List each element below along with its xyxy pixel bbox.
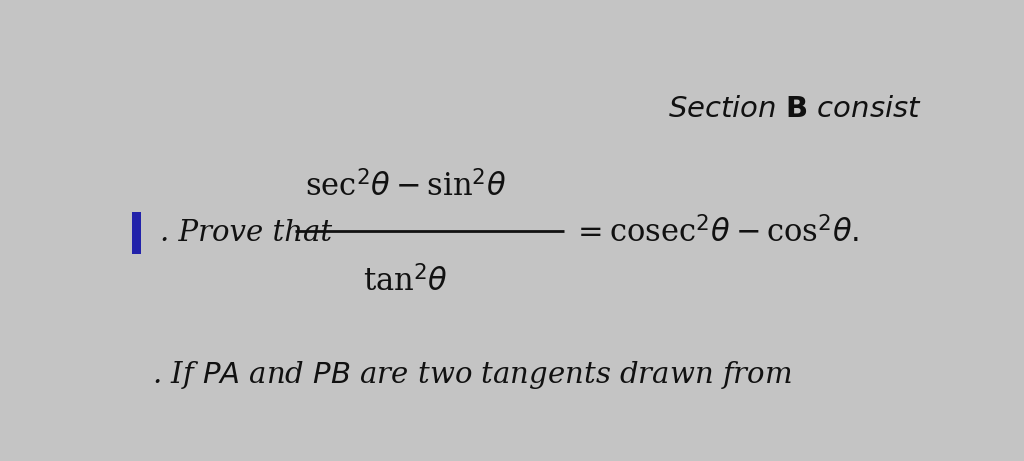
Text: $= \mathregular{cosec}^2\theta - \mathregular{cos}^2\theta.$: $= \mathregular{cosec}^2\theta - \mathre… <box>572 217 860 249</box>
Text: $\mathregular{tan}^2\theta$: $\mathregular{tan}^2\theta$ <box>364 266 449 299</box>
FancyBboxPatch shape <box>132 212 141 254</box>
Text: . If $\it{PA}$ and $\it{PB}$ are two tangents drawn from: . If $\it{PA}$ and $\it{PB}$ are two tan… <box>152 359 792 391</box>
Text: $\it{Section}$ $\mathbf{B}$ $\it{consist}$: $\it{Section}$ $\mathbf{B}$ $\it{consist… <box>668 95 922 123</box>
Text: . Prove that: . Prove that <box>160 219 332 247</box>
Text: $\mathregular{sec}^2\theta - \mathregular{sin}^2\theta$: $\mathregular{sec}^2\theta - \mathregula… <box>305 171 507 203</box>
